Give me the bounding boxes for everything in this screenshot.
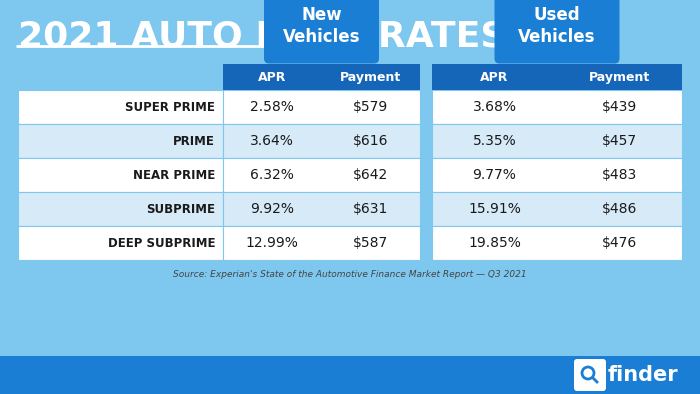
FancyBboxPatch shape [223, 158, 420, 192]
Text: 5.35%: 5.35% [473, 134, 517, 148]
Text: 12.99%: 12.99% [246, 236, 299, 250]
Text: $587: $587 [353, 236, 389, 250]
Text: SUBPRIME: SUBPRIME [146, 203, 215, 216]
FancyBboxPatch shape [574, 359, 606, 391]
FancyBboxPatch shape [223, 90, 420, 124]
Text: $483: $483 [602, 168, 637, 182]
FancyBboxPatch shape [432, 124, 682, 158]
Text: $439: $439 [602, 100, 637, 114]
FancyBboxPatch shape [432, 90, 682, 124]
FancyBboxPatch shape [18, 158, 223, 192]
FancyBboxPatch shape [432, 192, 682, 226]
Text: 9.92%: 9.92% [251, 202, 294, 216]
Text: 15.91%: 15.91% [468, 202, 521, 216]
Text: Source: Experian's State of the Automotive Finance Market Report — Q3 2021: Source: Experian's State of the Automoti… [173, 270, 527, 279]
Text: $642: $642 [353, 168, 389, 182]
Text: Payment: Payment [340, 71, 401, 84]
FancyBboxPatch shape [223, 192, 420, 226]
FancyBboxPatch shape [0, 356, 700, 394]
FancyBboxPatch shape [432, 226, 682, 260]
Text: $457: $457 [602, 134, 637, 148]
Text: Used
Vehicles: Used Vehicles [518, 6, 596, 46]
FancyBboxPatch shape [18, 124, 223, 158]
FancyBboxPatch shape [18, 192, 223, 226]
Text: 2.58%: 2.58% [251, 100, 294, 114]
Text: 6.32%: 6.32% [251, 168, 294, 182]
Text: DEEP SUBPRIME: DEEP SUBPRIME [108, 236, 215, 249]
Text: $486: $486 [602, 202, 637, 216]
Text: $631: $631 [353, 202, 389, 216]
Text: finder: finder [608, 365, 678, 385]
FancyBboxPatch shape [432, 64, 682, 90]
Text: NEAR PRIME: NEAR PRIME [133, 169, 215, 182]
FancyBboxPatch shape [494, 0, 620, 63]
FancyBboxPatch shape [223, 226, 420, 260]
FancyBboxPatch shape [223, 64, 420, 90]
FancyBboxPatch shape [432, 158, 682, 192]
FancyBboxPatch shape [264, 0, 379, 63]
Text: 9.77%: 9.77% [473, 168, 517, 182]
Text: PRIME: PRIME [173, 134, 215, 147]
Text: $616: $616 [353, 134, 389, 148]
Text: 2021 AUTO LOAN RATES: 2021 AUTO LOAN RATES [18, 19, 507, 53]
Text: APR: APR [258, 71, 286, 84]
FancyBboxPatch shape [18, 90, 223, 124]
Text: 19.85%: 19.85% [468, 236, 521, 250]
FancyBboxPatch shape [18, 226, 223, 260]
Text: 3.68%: 3.68% [473, 100, 517, 114]
Text: $476: $476 [602, 236, 637, 250]
Text: Payment: Payment [589, 71, 650, 84]
Text: APR: APR [480, 71, 509, 84]
Text: $579: $579 [353, 100, 389, 114]
Text: New
Vehicles: New Vehicles [283, 6, 360, 46]
FancyBboxPatch shape [223, 124, 420, 158]
Text: 3.64%: 3.64% [251, 134, 294, 148]
Text: SUPER PRIME: SUPER PRIME [125, 100, 215, 113]
